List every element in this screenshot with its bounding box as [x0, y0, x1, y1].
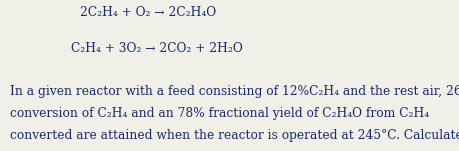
Text: C₂H₄ + 3O₂ → 2CO₂ + 2H₂O: C₂H₄ + 3O₂ → 2CO₂ + 2H₂O [71, 42, 243, 55]
Text: conversion of C₂H₄ and an 78% fractional yield of C₂H₄O from C₂H₄: conversion of C₂H₄ and an 78% fractional… [10, 107, 429, 120]
Text: converted are attained when the reactor is operated at 245°C. Calculate: converted are attained when the reactor … [10, 129, 459, 142]
Text: 2C₂H₄ + O₂ → 2C₂H₄O: 2C₂H₄ + O₂ → 2C₂H₄O [80, 6, 217, 19]
Text: In a given reactor with a feed consisting of 12%C₂H₄ and the rest air, 26%: In a given reactor with a feed consistin… [10, 85, 459, 98]
